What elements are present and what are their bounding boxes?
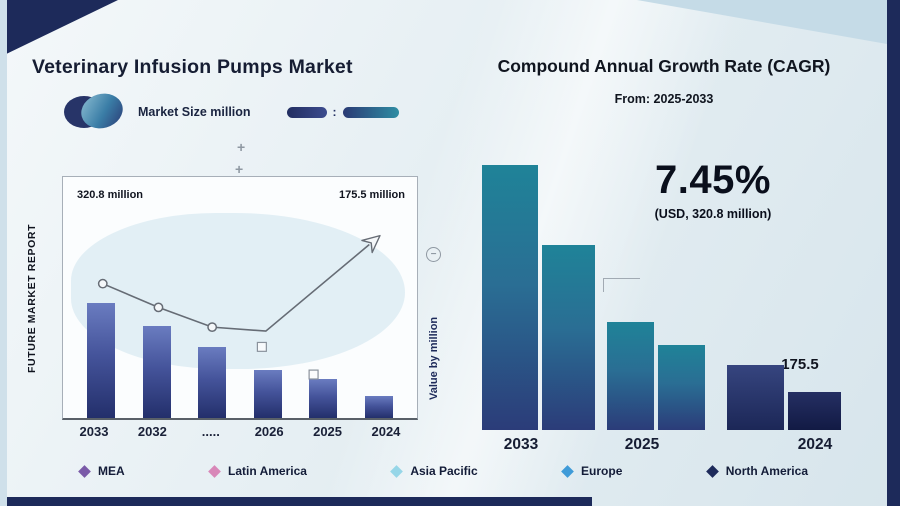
left-bar-2024 (364, 396, 393, 418)
plus-icon: + (235, 161, 244, 177)
legend-diamond-icon (208, 464, 221, 478)
right-chart-subtitle: From: 2025-2033 (614, 92, 714, 106)
left-chart: 320.8 million 175.5 million (62, 176, 418, 420)
left-chart-bars (63, 177, 417, 418)
legend-label: North America (725, 464, 808, 478)
bottom-edge-strip (0, 497, 592, 506)
left-chart-xlabels: 2033 2032..... 2026 2025 2024 (62, 424, 418, 439)
legend-diamond-icon (705, 464, 719, 478)
left-x-label: 2025 (313, 424, 343, 439)
left-chart-annotation-right: 175.5 million (338, 189, 405, 201)
left-x-label: 2024 (371, 424, 401, 439)
corner-triangle-decoration (0, 0, 118, 57)
legend-item-europe: Europe (561, 464, 623, 478)
left-x-label: ..... (201, 424, 220, 439)
cylinder-icon (64, 88, 127, 134)
left-chart-annotation-left: 320.8 million (77, 189, 144, 201)
right-bar-4 (727, 365, 784, 430)
plus-icon: + (237, 139, 246, 155)
right-bar-3 (658, 345, 705, 430)
cagr-value: 7.45% (655, 158, 771, 202)
right-chart-annotation: 175.5 (781, 356, 819, 373)
left-bar-2026 (253, 370, 282, 418)
region-legend: MEA Latin America Asia Pacific Europe North … (78, 464, 808, 478)
step-bracket-decoration (603, 278, 640, 292)
legend-label: MEA (98, 464, 125, 478)
left-x-label: 2033 (79, 424, 109, 439)
pill-teal-icon (342, 106, 399, 118)
scale-pill: : (286, 104, 399, 119)
cagr-note: (USD, 320.8 million) (654, 207, 772, 221)
right-chart-plot: 175.5 (455, 138, 885, 430)
trend-line-arrow (97, 234, 381, 380)
right-chart-y-axis-label: Value by million (428, 316, 440, 400)
right-chart-xlabels: 2033 2025 2024 (455, 436, 885, 458)
legend-label: Asia Pacific (410, 464, 478, 478)
minus-glyph: − (430, 249, 437, 260)
legend-item-asia-pacific: Asia Pacific (390, 464, 478, 478)
circle-minus-icon: − (426, 247, 441, 262)
right-bar-1 (542, 245, 595, 430)
series-legend: Market Size million : (64, 88, 399, 134)
right-bar-0 (482, 165, 538, 430)
right-edge-strip (887, 0, 900, 506)
right-x-label: 2025 (624, 436, 660, 453)
left-x-label: 2026 (254, 424, 284, 439)
left-chart-title: Veterinary Infusion Pumps Market (32, 56, 353, 78)
plot-background-blob (71, 213, 405, 369)
legend-diamond-icon (78, 464, 91, 478)
left-edge-strip (0, 0, 7, 506)
left-bar-2033 (87, 303, 115, 418)
right-bar-2 (607, 322, 654, 430)
right-x-label: 2033 (503, 436, 539, 453)
right-x-label: 2024 (797, 436, 833, 453)
cagr-block: 7.45% (USD, 320.8 million) (568, 158, 858, 221)
legend-item-north-america: North America (705, 464, 808, 478)
right-bar-5 (788, 392, 841, 430)
legend-label: Latin America (228, 464, 307, 478)
legend-diamond-icon (561, 464, 574, 478)
left-chart-y-axis-label: FUTURE MARKET REPORT (26, 223, 38, 373)
left-bar-2025 (309, 379, 338, 418)
left-bar-2032 (142, 326, 171, 418)
pill-colon: : (332, 104, 337, 119)
legend-diamond-icon (390, 464, 404, 478)
left-bar-..... (198, 347, 227, 418)
left-x-label: 2032 (137, 424, 167, 439)
legend-label: Europe (581, 464, 623, 478)
pill-navy-icon (286, 106, 327, 118)
series-legend-label: Market Size million (138, 105, 251, 119)
right-chart-title: Compound Annual Growth Rate (CAGR) (497, 56, 831, 76)
legend-item-latin-america: Latin America (208, 464, 307, 478)
legend-item-mea: MEA (78, 464, 125, 478)
